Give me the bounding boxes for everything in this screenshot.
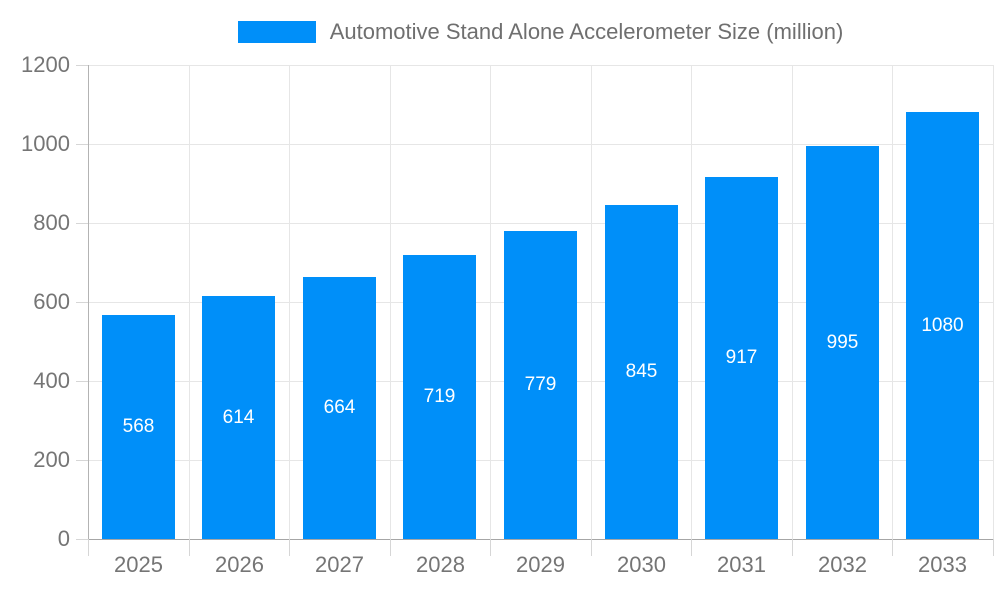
gridline-horizontal: [88, 144, 993, 145]
bar-value-label: 917: [725, 347, 758, 368]
y-axis-tick-mark: [76, 539, 88, 540]
x-axis-tick-label: 2029: [516, 552, 565, 577]
y-axis-tick-mark: [76, 65, 88, 66]
x-axis-tick-label: 2028: [416, 552, 465, 577]
y-axis-tick-label: 800: [33, 210, 70, 235]
gridline-vertical: [892, 65, 893, 539]
gridline-vertical: [88, 65, 89, 539]
y-axis-tick-mark: [76, 223, 88, 224]
x-axis-tick-mark: [591, 539, 592, 556]
chart-legend: Automotive Stand Alone Accelerometer Siz…: [88, 15, 993, 49]
bar: 917: [705, 177, 778, 539]
x-axis-tick-label: 2031: [717, 552, 766, 577]
gridline-horizontal: [88, 65, 993, 66]
gridline-vertical: [691, 65, 692, 539]
gridline-vertical: [189, 65, 190, 539]
y-axis-tick-mark: [76, 381, 88, 382]
x-axis-tick-label: 2027: [315, 552, 364, 577]
bar-value-label: 1080: [921, 314, 964, 336]
x-axis-tick-mark: [189, 539, 190, 556]
y-axis-tick-mark: [76, 302, 88, 303]
gridline-vertical: [390, 65, 391, 539]
bar: 719: [403, 255, 476, 539]
x-axis-tick-mark: [691, 539, 692, 556]
gridline-vertical: [490, 65, 491, 539]
x-axis-tick-mark: [88, 539, 89, 556]
x-axis-tick-label: 2025: [114, 552, 163, 577]
x-axis-tick-label: 2032: [818, 552, 867, 577]
y-axis-tick-label: 1000: [21, 131, 70, 156]
bar-value-label: 664: [323, 397, 356, 418]
x-axis-tick-mark: [993, 539, 994, 556]
y-axis-tick-label: 1200: [21, 52, 70, 77]
x-axis-tick-label: 2030: [617, 552, 666, 577]
bar-value-label: 995: [826, 331, 859, 353]
x-axis-tick-mark: [792, 539, 793, 556]
x-axis-tick-mark: [390, 539, 391, 556]
legend-swatch: [237, 21, 316, 43]
gridline-vertical: [792, 65, 793, 539]
y-axis-tick-label: 200: [33, 447, 70, 472]
bar: 1080: [906, 112, 979, 539]
bar: 568: [102, 315, 175, 539]
bar-value-label: 614: [222, 406, 255, 428]
gridline-vertical: [993, 65, 994, 539]
x-axis-tick-mark: [490, 539, 491, 556]
bar-value-label: 845: [625, 361, 658, 382]
x-axis-tick-mark: [892, 539, 893, 556]
gridline-vertical: [591, 65, 592, 539]
x-axis-tick-label: 2033: [918, 552, 967, 577]
bar: 995: [806, 146, 879, 539]
bar: 779: [504, 231, 577, 539]
y-axis-tick-label: 0: [57, 526, 70, 551]
bar-value-label: 779: [524, 374, 557, 395]
bar: 614: [202, 296, 275, 539]
gridline-horizontal: [88, 539, 993, 540]
bar-value-label: 719: [423, 386, 456, 407]
bar: 845: [605, 205, 678, 539]
bar-value-label: 568: [122, 416, 155, 437]
y-axis-tick-label: 600: [33, 289, 70, 314]
x-axis-tick-mark: [289, 539, 290, 556]
y-axis-tick-label: 400: [33, 368, 70, 393]
x-axis-tick-label: 2026: [215, 552, 264, 577]
gridline-vertical: [289, 65, 290, 539]
bar: 664: [303, 277, 376, 539]
y-axis-tick-mark: [76, 460, 88, 461]
legend-label: Automotive Stand Alone Accelerometer Siz…: [329, 19, 844, 44]
y-axis-tick-mark: [76, 144, 88, 145]
gridline-horizontal: [88, 223, 993, 224]
